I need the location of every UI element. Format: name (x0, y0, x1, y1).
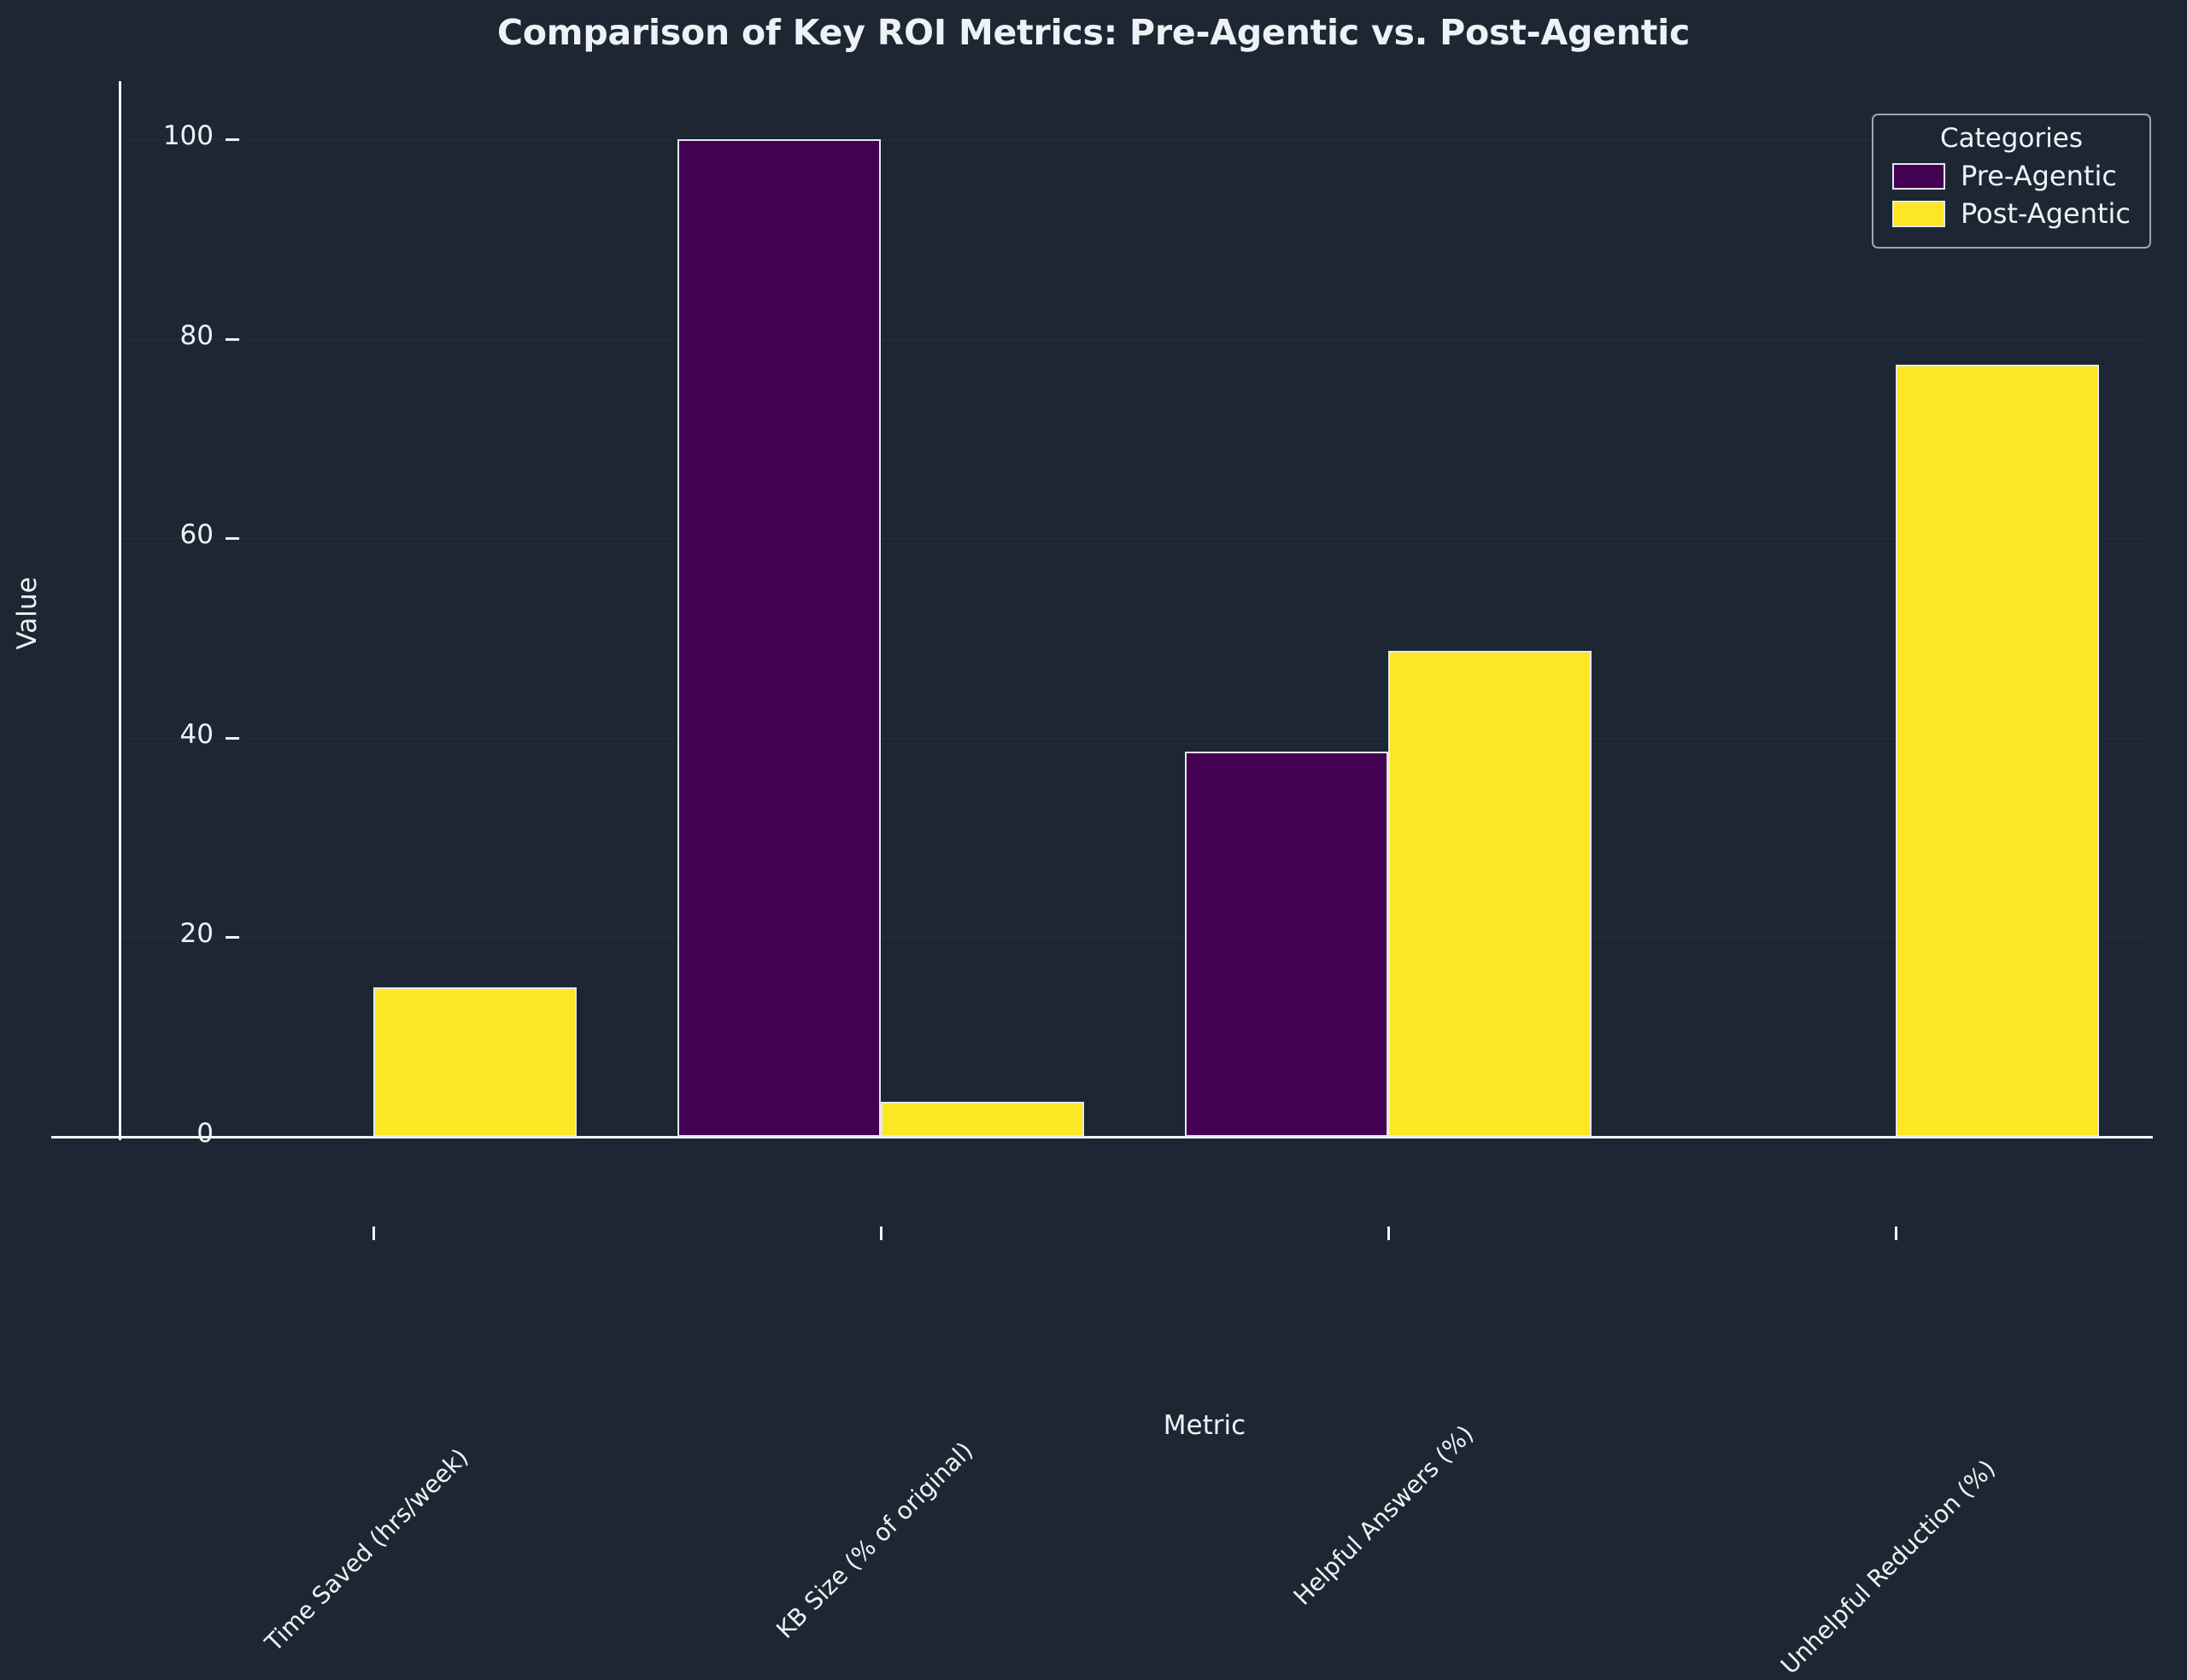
y-tick-mark (226, 736, 239, 740)
y-tick-label: 20 (179, 918, 214, 950)
y-tick-mark (226, 138, 239, 142)
x-axis-spine (51, 1136, 2153, 1139)
y-tick-label: 0 (196, 1118, 214, 1149)
y-tick-label: 80 (179, 319, 214, 351)
bar[interactable] (1185, 752, 1388, 1137)
chart-figure: Comparison of Key ROI Metrics: Pre-Agent… (12, 12, 2153, 1680)
y-tick-mark (226, 537, 239, 541)
y-axis-label: Value (12, 577, 43, 650)
legend-label: Post-Agentic (1961, 197, 2131, 230)
legend-label: Pre-Agentic (1961, 160, 2117, 192)
bar[interactable] (1388, 651, 1592, 1137)
x-axis-label: Metric (1163, 1410, 1246, 1441)
gridline (120, 1137, 2149, 1138)
gridline (120, 338, 2149, 340)
plot-area: 0 20 40 60 80 100 Time Saved (hrs/week) KB Siz… (120, 90, 2149, 1680)
y-axis-spine (119, 81, 121, 1140)
legend-title: Categories (1939, 123, 2084, 154)
legend-items: Pre-Agentic Post-Agentic (1892, 160, 2131, 230)
bar[interactable] (677, 139, 881, 1137)
y-tick-mark (226, 337, 239, 341)
gridline (120, 737, 2149, 739)
bar[interactable] (373, 986, 577, 1137)
legend[interactable]: Categories Pre-Agentic Post-Agentic (1872, 114, 2151, 249)
y-tick-label: 100 (162, 120, 214, 152)
y-tick-label: 60 (179, 519, 214, 551)
gridline (120, 538, 2149, 540)
x-tick-mark (1895, 1226, 1897, 1240)
chart-title: Comparison of Key ROI Metrics: Pre-Agent… (496, 12, 1691, 53)
legend-item[interactable]: Pre-Agentic (1892, 160, 2131, 192)
bar[interactable] (1896, 365, 2099, 1137)
legend-item[interactable]: Post-Agentic (1892, 197, 2131, 230)
y-tick-mark (226, 936, 239, 940)
gridline (120, 139, 2149, 141)
bar[interactable] (881, 1102, 1084, 1137)
x-tick-mark (1387, 1226, 1390, 1240)
x-tick-mark (880, 1226, 882, 1240)
legend-swatch-icon (1892, 162, 1945, 190)
gridline (120, 937, 2149, 939)
y-tick-mark (226, 1136, 239, 1139)
y-tick-label: 40 (179, 718, 214, 750)
legend-swatch-icon (1892, 200, 1945, 227)
x-tick-mark (372, 1226, 375, 1240)
